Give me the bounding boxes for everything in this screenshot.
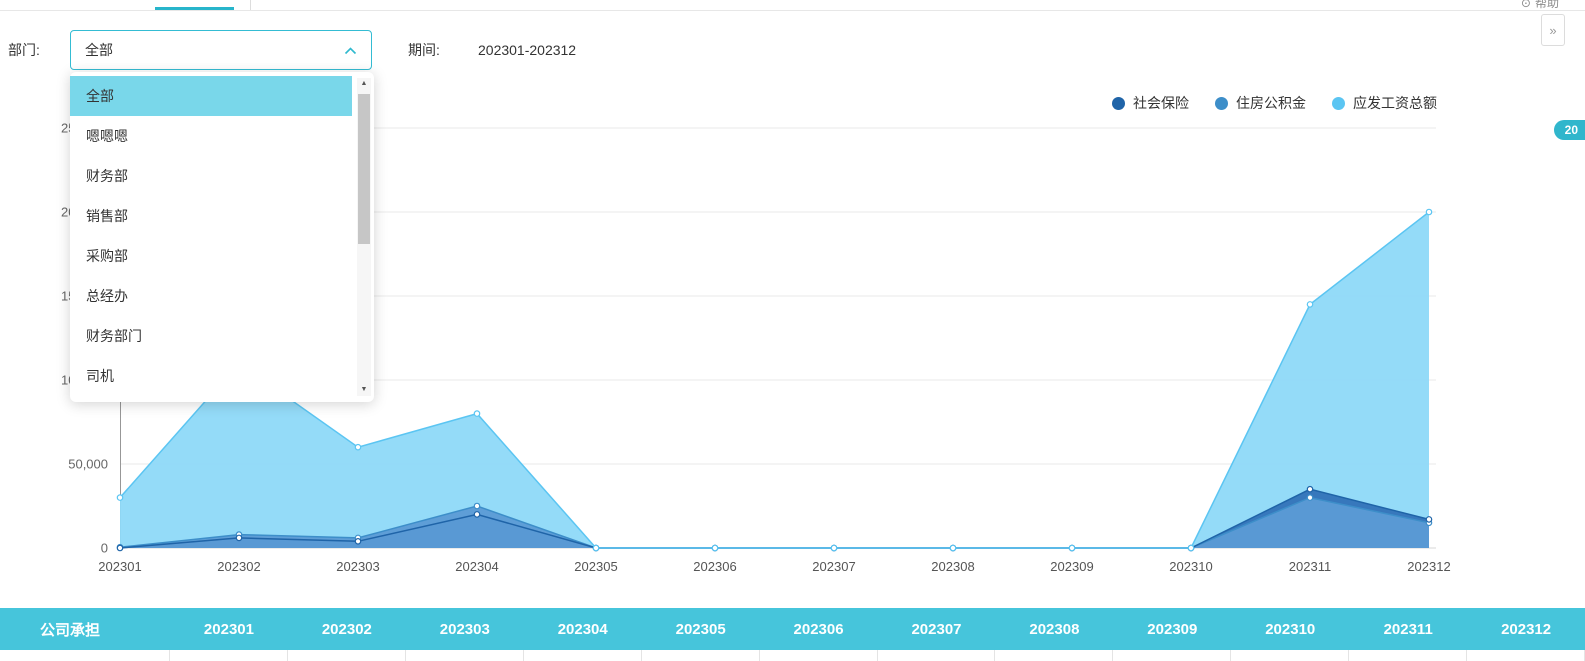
x-axis-labels: 202301 202302 202303 202304 202305 202306 2023… — [98, 559, 1450, 574]
table-cell — [1467, 650, 1585, 661]
side-badge: 20 — [1553, 120, 1585, 140]
filter-bar: 部门: 全部 期间: 202301-202312 — [0, 30, 1585, 70]
table-cell — [1231, 650, 1350, 661]
table-cell — [1113, 650, 1232, 661]
table-cell — [1349, 650, 1468, 661]
legend-label: 社会保险 — [1133, 95, 1189, 111]
svg-text:202303: 202303 — [336, 559, 379, 574]
table-column-header: 202301 — [203, 620, 254, 638]
table-column-header: 202312 — [1501, 620, 1552, 638]
table-cell — [524, 650, 642, 661]
svg-text:0: 0 — [101, 541, 108, 556]
area-应发工资总额 — [120, 212, 1429, 548]
department-select-value: 全部 — [85, 42, 113, 58]
series-应发工资总额 — [116, 208, 1433, 552]
table-cell — [760, 650, 878, 661]
dropdown-option-all[interactable]: 全部 — [70, 76, 352, 116]
svg-text:202307: 202307 — [812, 559, 855, 574]
legend-dot — [1112, 96, 1125, 110]
table-column-header: 202304 — [557, 620, 608, 638]
svg-text:202311: 202311 — [1289, 559, 1331, 574]
chevron-up-icon — [344, 42, 357, 58]
legend-item-social-insurance[interactable]: 社会保险 — [1112, 93, 1189, 113]
table-row-label: 公司承担 — [40, 621, 101, 639]
table-cell — [406, 650, 524, 661]
collapse-panel-button[interactable]: » — [1541, 14, 1565, 46]
help-link[interactable]: ⊙ 帮助 — [1521, 0, 1559, 11]
legend-dot — [1215, 96, 1228, 110]
table-column-header: 202308 — [1029, 620, 1080, 638]
table-cell — [642, 650, 760, 661]
help-label: 帮助 — [1534, 0, 1559, 10]
table-column-header: 202305 — [675, 620, 726, 638]
table-cell — [288, 650, 406, 661]
topbar: ⊙ 帮助 — [0, 0, 1585, 11]
dropdown-option[interactable]: 嗯嗯嗯 — [86, 128, 128, 144]
table-column-header: 202302 — [321, 620, 372, 638]
active-tab-indicator — [155, 7, 234, 10]
period-label: 期间: — [408, 42, 440, 58]
svg-text:202302: 202302 — [217, 559, 260, 574]
legend-item-housing-fund[interactable]: 住房公积金 — [1215, 93, 1306, 113]
table-column-header: 202307 — [911, 620, 962, 638]
table-column-header: 202309 — [1147, 620, 1198, 638]
table-cell — [0, 650, 170, 661]
svg-text:202301: 202301 — [98, 559, 141, 574]
table-column-header: 202310 — [1265, 620, 1316, 638]
svg-text:202308: 202308 — [931, 559, 974, 574]
table-column-header: 202311 — [1383, 620, 1433, 638]
svg-text:202312: 202312 — [1407, 559, 1450, 574]
table-column-header: 202306 — [793, 620, 844, 638]
department-select[interactable]: 全部 — [70, 30, 372, 70]
dropdown-option[interactable]: 销售部 — [86, 208, 128, 224]
svg-text:202305: 202305 — [574, 559, 617, 574]
svg-text:202310: 202310 — [1169, 559, 1212, 574]
svg-text:202304: 202304 — [455, 559, 498, 574]
legend-label: 应发工资总额 — [1353, 95, 1437, 111]
dropdown-option[interactable]: 采购部 — [86, 248, 128, 264]
dropdown-option[interactable]: 总经办 — [86, 288, 128, 304]
help-icon: ⊙ — [1520, 0, 1531, 10]
department-label: 部门: — [8, 42, 40, 58]
topbar-divider — [250, 0, 251, 10]
table-row — [0, 650, 1585, 661]
table-cell — [995, 650, 1114, 661]
svg-text:50,000: 50,000 — [68, 457, 108, 472]
dropdown-option[interactable]: 财务部门 — [86, 328, 142, 344]
scroll-down-icon[interactable]: ▼ — [360, 386, 368, 393]
dropdown-option[interactable]: 财务部 — [86, 168, 128, 184]
company-burden-table: 公司承担 202301 202302 202303 202304 202305 20230… — [0, 608, 1585, 661]
area-住房公积金 — [120, 497, 1429, 548]
dropdown-scrollbar[interactable]: ▲ ▼ — [357, 78, 371, 396]
legend-label: 住房公积金 — [1236, 95, 1306, 111]
chart-legend: 社会保险 住房公积金 应发工资总额 — [1112, 93, 1437, 113]
table-header-row: 公司承担 202301 202302 202303 202304 202305 20230… — [0, 608, 1585, 650]
legend-item-gross-salary[interactable]: 应发工资总额 — [1332, 93, 1437, 113]
svg-text:202309: 202309 — [1050, 559, 1093, 574]
scrollbar-thumb[interactable] — [358, 94, 370, 244]
table-cell — [878, 650, 996, 661]
scroll-up-icon[interactable]: ▲ — [360, 80, 368, 87]
legend-dot — [1332, 96, 1345, 110]
table-cell — [170, 650, 288, 661]
period-value: 202301-202312 — [478, 42, 577, 58]
dropdown-option[interactable]: 司机 — [86, 368, 114, 384]
svg-text:202306: 202306 — [693, 559, 736, 574]
department-dropdown: 全部 嗯嗯嗯 财务部 销售部 采购部 总经办 财务部门 司机 ▲ ▼ — [70, 72, 374, 402]
table-column-header: 202303 — [439, 620, 490, 638]
